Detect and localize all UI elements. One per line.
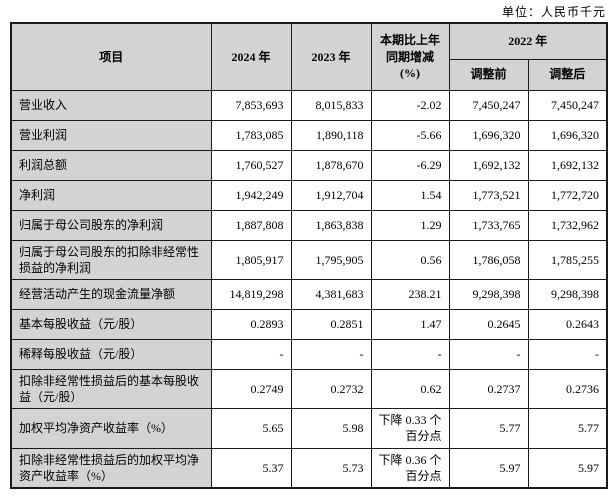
value-2023-cell: - bbox=[290, 338, 372, 370]
table-row: 营业收入 7,853,693 8,015,833 -2.02 7,450,247 7,45… bbox=[10, 89, 608, 121]
value-2022-after-cell: 1,692,132 bbox=[527, 149, 608, 181]
item-cell: 加权平均净资产收益率（%） bbox=[10, 408, 212, 449]
value-2022-after-cell: 1,772,720 bbox=[527, 179, 608, 211]
value-2022-before-cell: 5.77 bbox=[448, 408, 529, 449]
value-2024-cell: 0.2749 bbox=[210, 368, 292, 410]
value-2023-cell: 8,015,833 bbox=[290, 89, 372, 121]
header-change: 本期比上年 同期增减 (%) bbox=[370, 22, 450, 91]
value-2024-cell: - bbox=[210, 338, 292, 370]
value-2024-cell: 14,819,298 bbox=[210, 278, 292, 310]
value-2022-before-cell: 1,696,320 bbox=[448, 119, 529, 151]
value-2024-cell: 7,853,693 bbox=[210, 89, 292, 121]
value-2024-cell: 0.2893 bbox=[210, 308, 292, 340]
change-cell: 0.56 bbox=[370, 239, 450, 280]
table-row: 归属于母公司股东的净利润 1,887,808 1,863,838 1.29 1,733,… bbox=[10, 209, 608, 241]
header-2024: 2024 年 bbox=[210, 22, 292, 91]
change-cell: 0.62 bbox=[370, 368, 450, 410]
value-2023-cell: 1,890,118 bbox=[290, 119, 372, 151]
header-row-1: 项目 2024 年 2023 年 本期比上年 同期增减 (%) 2022 年 bbox=[10, 22, 608, 91]
financial-summary-table: 项目 2024 年 2023 年 本期比上年 同期增减 (%) 2022 年 调… bbox=[10, 22, 609, 489]
table-row: 基本每股收益（元/股） 0.2893 0.2851 1.47 0.2645 0.2643 bbox=[10, 308, 608, 340]
item-cell: 利润总额 bbox=[10, 149, 212, 181]
value-2022-after-cell: 9,298,398 bbox=[527, 278, 608, 310]
item-cell: 稀释每股收益（元/股） bbox=[10, 338, 212, 370]
table-row: 归属于母公司股东的扣除非经常性损益的净利润 1,805,917 1,795,905 0… bbox=[10, 239, 608, 280]
value-2022-after-cell: 7,450,247 bbox=[527, 89, 608, 121]
value-2022-before-cell: 5.97 bbox=[448, 447, 529, 489]
header-row-2: 调整前 调整后 bbox=[11, 58, 608, 91]
item-cell: 净利润 bbox=[10, 179, 212, 211]
value-2022-after-cell: 5.97 bbox=[527, 447, 608, 489]
value-2022-after-cell: - bbox=[527, 338, 608, 370]
value-2022-before-cell: 9,298,398 bbox=[448, 278, 529, 310]
item-cell: 经营活动产生的现金流量净额 bbox=[10, 278, 212, 310]
value-2022-before-cell: 7,450,247 bbox=[448, 89, 529, 121]
table-row: 加权平均净资产收益率（%） 5.65 5.98 下降 0.33 个 百分点 5.77 5.… bbox=[10, 408, 608, 449]
table-row: 扣除非经常性损益后的基本每股收益（元/股） 0.2749 0.2732 0.62 0.2… bbox=[10, 368, 608, 410]
value-2024-cell: 1,805,917 bbox=[210, 239, 292, 280]
change-cell: 下降 0.36 个 百分点 bbox=[370, 447, 450, 489]
value-2022-after-cell: 0.2643 bbox=[527, 308, 608, 340]
value-2022-before-cell: 1,773,521 bbox=[448, 179, 529, 211]
item-cell: 扣除非经常性损益后的基本每股收益（元/股） bbox=[10, 368, 212, 410]
value-2023-cell: 1,878,670 bbox=[290, 149, 372, 181]
value-2023-cell: 5.73 bbox=[290, 447, 372, 489]
change-cell: 1.54 bbox=[370, 179, 450, 211]
value-2024-cell: 5.37 bbox=[210, 447, 292, 489]
value-2024-cell: 1,783,085 bbox=[210, 119, 292, 151]
table-row: 营业利润 1,783,085 1,890,118 -5.66 1,696,320 1,69… bbox=[10, 119, 608, 151]
value-2023-cell: 1,912,704 bbox=[290, 179, 372, 211]
value-2023-cell: 1,795,905 bbox=[290, 239, 372, 280]
value-2022-after-cell: 1,785,255 bbox=[527, 239, 608, 280]
header-2023: 2023 年 bbox=[290, 22, 372, 91]
header-adjust-after: 调整后 bbox=[527, 58, 608, 91]
change-cell: 下降 0.33 个 百分点 bbox=[370, 408, 450, 449]
change-cell: - bbox=[370, 338, 450, 370]
table-header: 项目 2024 年 2023 年 本期比上年 同期增减 (%) 2022 年 调… bbox=[10, 22, 608, 91]
value-2022-before-cell: - bbox=[448, 338, 529, 370]
item-cell: 营业利润 bbox=[10, 119, 212, 151]
table-row: 扣除非经常性损益后的加权平均净资产收益率（%） 5.37 5.73 下降 0.36 个… bbox=[10, 447, 608, 489]
value-2024-cell: 1,760,527 bbox=[210, 149, 292, 181]
change-cell: 238.21 bbox=[370, 278, 450, 310]
header-adjust-before: 调整前 bbox=[448, 58, 529, 91]
change-cell: -5.66 bbox=[370, 119, 450, 151]
value-2022-after-cell: 0.2736 bbox=[527, 368, 608, 410]
header-2022: 2022 年 bbox=[448, 22, 608, 60]
value-2024-cell: 5.65 bbox=[210, 408, 292, 449]
value-2023-cell: 5.98 bbox=[290, 408, 372, 449]
change-cell: 1.29 bbox=[370, 209, 450, 241]
value-2024-cell: 1,942,249 bbox=[210, 179, 292, 211]
table-row: 经营活动产生的现金流量净额 14,819,298 4,381,683 238.21 9,… bbox=[10, 278, 608, 310]
header-item: 项目 bbox=[10, 22, 212, 91]
table-body: 营业收入 7,853,693 8,015,833 -2.02 7,450,247 7,45… bbox=[10, 89, 608, 489]
value-2022-after-cell: 5.77 bbox=[527, 408, 608, 449]
item-cell: 归属于母公司股东的扣除非经常性损益的净利润 bbox=[10, 239, 212, 280]
item-cell: 扣除非经常性损益后的加权平均净资产收益率（%） bbox=[10, 447, 212, 489]
value-2024-cell: 1,887,808 bbox=[210, 209, 292, 241]
value-2022-before-cell: 1,786,058 bbox=[448, 239, 529, 280]
change-cell: 1.47 bbox=[370, 308, 450, 340]
change-cell: -6.29 bbox=[370, 149, 450, 181]
value-2022-before-cell: 1,692,132 bbox=[448, 149, 529, 181]
value-2022-before-cell: 0.2737 bbox=[448, 368, 529, 410]
item-cell: 归属于母公司股东的净利润 bbox=[10, 209, 212, 241]
value-2023-cell: 0.2732 bbox=[290, 368, 372, 410]
value-2023-cell: 1,863,838 bbox=[290, 209, 372, 241]
value-2023-cell: 4,381,683 bbox=[290, 278, 372, 310]
item-cell: 基本每股收益（元/股） bbox=[10, 308, 212, 340]
table-row: 稀释每股收益（元/股） - - - - - bbox=[10, 338, 608, 370]
table-row: 净利润 1,942,249 1,912,704 1.54 1,773,521 1,772,… bbox=[10, 179, 608, 211]
value-2022-after-cell: 1,732,962 bbox=[527, 209, 608, 241]
item-cell: 营业收入 bbox=[10, 89, 212, 121]
value-2022-before-cell: 1,733,765 bbox=[448, 209, 529, 241]
value-2023-cell: 0.2851 bbox=[290, 308, 372, 340]
table-row: 利润总额 1,760,527 1,878,670 -6.29 1,692,132 1,69… bbox=[10, 149, 608, 181]
change-cell: -2.02 bbox=[370, 89, 450, 121]
unit-label: 单位：人民币千元 bbox=[501, 5, 606, 19]
value-2022-after-cell: 1,696,320 bbox=[527, 119, 608, 151]
value-2022-before-cell: 0.2645 bbox=[448, 308, 529, 340]
